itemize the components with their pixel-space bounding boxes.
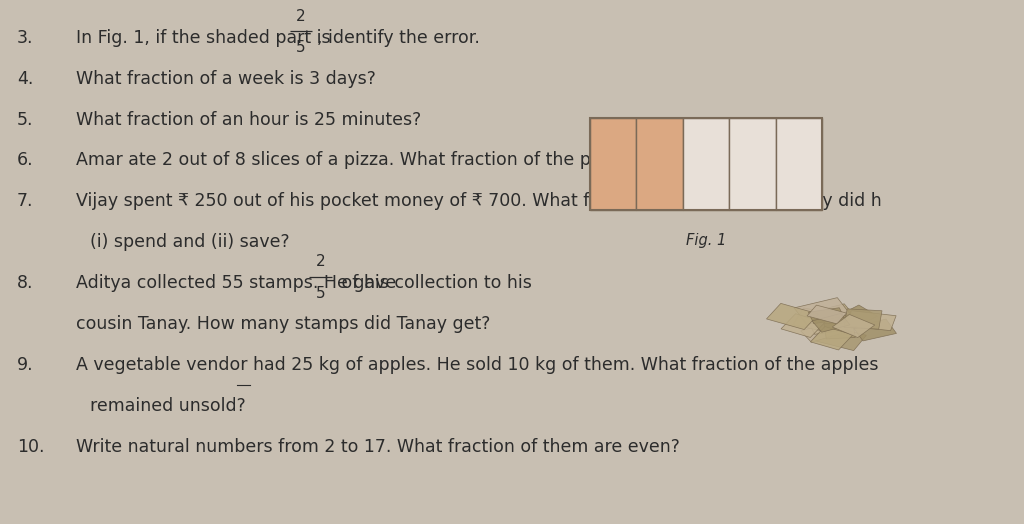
Bar <box>776 118 822 210</box>
Bar <box>807 305 847 324</box>
Text: 5: 5 <box>315 286 326 301</box>
Text: 8.: 8. <box>17 274 34 292</box>
Text: Fig. 1: Fig. 1 <box>686 233 726 248</box>
Bar <box>590 118 636 210</box>
Text: 4.: 4. <box>17 70 34 88</box>
Bar <box>846 311 896 331</box>
Text: remained unsold?: remained unsold? <box>90 397 246 414</box>
Text: 5.: 5. <box>17 111 34 128</box>
Text: In Fig. 1, if the shaded part is: In Fig. 1, if the shaded part is <box>76 29 336 47</box>
Text: 9.: 9. <box>17 356 34 374</box>
Bar <box>808 308 845 324</box>
Text: 5: 5 <box>296 40 306 56</box>
Bar <box>810 326 853 350</box>
Text: 7.: 7. <box>17 192 34 210</box>
Bar <box>801 320 849 342</box>
Bar <box>590 118 822 210</box>
Text: 2: 2 <box>315 254 326 269</box>
Bar <box>833 314 874 337</box>
Text: 6.: 6. <box>17 151 34 169</box>
Bar <box>683 118 729 210</box>
Text: Amar ate 2 out of 8 slices of a pizza. What fraction of the pizza was left over?: Amar ate 2 out of 8 slices of a pizza. W… <box>76 151 752 169</box>
Text: cousin Tanay. How many stamps did Tanay get?: cousin Tanay. How many stamps did Tanay … <box>76 315 490 333</box>
Bar <box>794 298 850 324</box>
Bar <box>852 319 896 341</box>
Text: 10.: 10. <box>17 438 45 455</box>
Bar <box>636 118 683 210</box>
Bar <box>812 325 866 351</box>
Bar <box>805 304 854 325</box>
Bar <box>824 322 855 339</box>
Bar <box>793 308 842 332</box>
Bar <box>844 309 882 329</box>
Bar <box>781 314 825 337</box>
Bar <box>729 118 776 210</box>
Text: of his collection to his: of his collection to his <box>337 274 532 292</box>
Text: (i) spend and (ii) save?: (i) spend and (ii) save? <box>90 233 290 251</box>
Bar <box>807 312 857 334</box>
Text: 3.: 3. <box>17 29 34 47</box>
Text: Write natural numbers from 2 to 17. What fraction of them are even?: Write natural numbers from 2 to 17. What… <box>76 438 680 455</box>
Text: What fraction of an hour is 25 minutes?: What fraction of an hour is 25 minutes? <box>76 111 421 128</box>
Bar <box>767 303 818 330</box>
Bar <box>836 305 878 328</box>
Text: Aditya collected 55 stamps. He gave: Aditya collected 55 stamps. He gave <box>76 274 401 292</box>
Text: 2: 2 <box>296 8 306 24</box>
Text: , identify the error.: , identify the error. <box>317 29 480 47</box>
Text: Vijay spent ₹ 250 out of his pocket money of ₹ 700. What fraction of his pocket : Vijay spent ₹ 250 out of his pocket mone… <box>76 192 882 210</box>
Text: A vegetable vendor had 25 kg of apples. He sold 10 kg of them. What fraction of : A vegetable vendor had 25 kg of apples. … <box>76 356 879 374</box>
Bar <box>812 313 850 332</box>
Text: What fraction of a week is 3 days?: What fraction of a week is 3 days? <box>76 70 376 88</box>
